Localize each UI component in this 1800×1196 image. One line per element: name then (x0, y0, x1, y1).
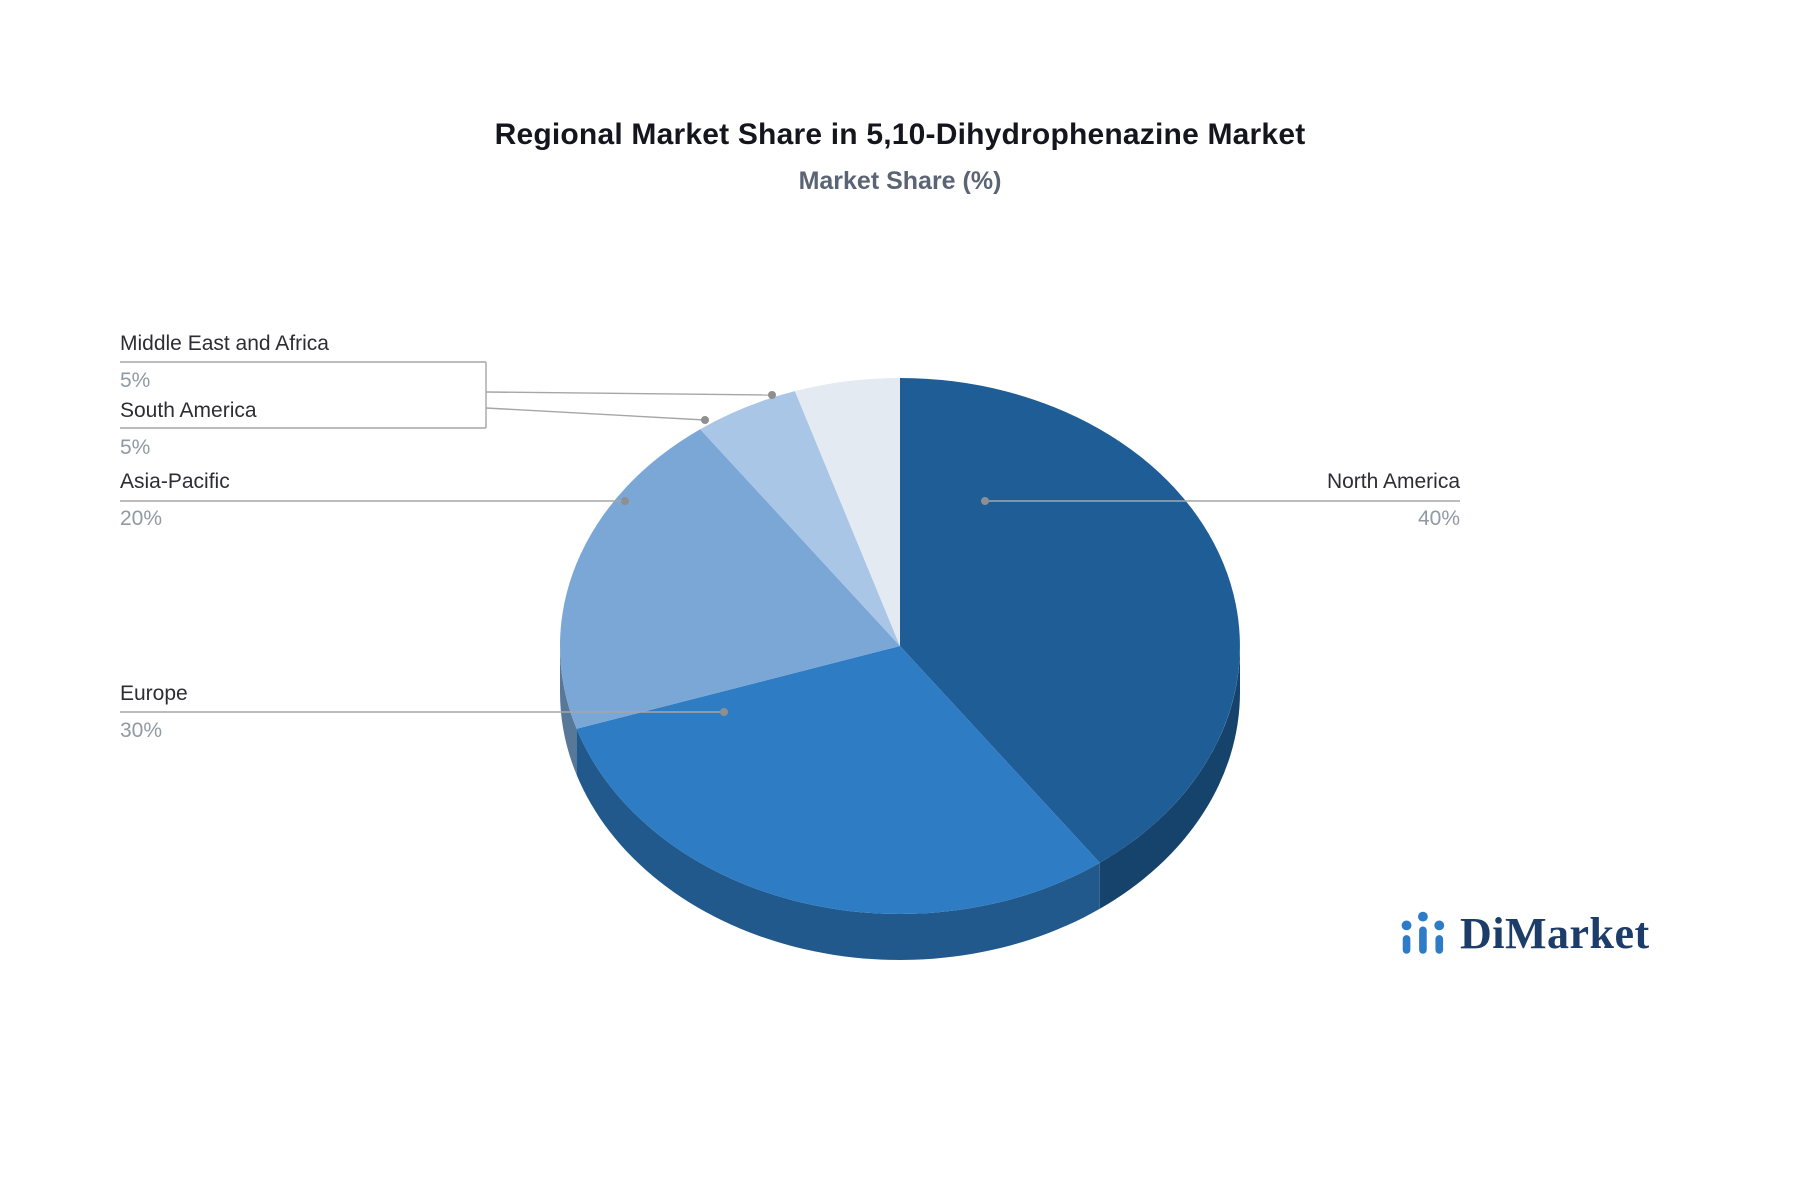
value-north-america: 40% (1417, 507, 1460, 530)
label-asia-pacific: Asia-Pacific (120, 470, 230, 493)
pie-slice-1 (576, 646, 1100, 914)
leader-dot-asia-pacific (621, 497, 629, 505)
brand-icon-bars (1401, 911, 1445, 954)
chart-subtitle: Market Share (%) (798, 167, 1002, 195)
brand-name: DiMarket (1460, 908, 1650, 958)
pie-slice-4 (794, 378, 900, 646)
label-south-america: South America (120, 399, 257, 422)
pie-slice-sides (559, 646, 1240, 960)
brand-chart-icon (1401, 911, 1445, 954)
label-north-america: North America (1326, 470, 1460, 493)
value-south-america: 5% (120, 436, 151, 459)
pie-slice-side-0 (1099, 646, 1240, 909)
chart-title: Regional Market Share in 5,10-Dihydrophe… (494, 118, 1306, 151)
leader-dot-europe (720, 708, 728, 716)
leader-line-middle-east (485, 391, 773, 396)
leader-line-south-america (485, 407, 706, 421)
pie-slice-side-2 (559, 646, 577, 775)
leader-dot-south-america (701, 416, 709, 424)
pie-slice-side-1 (576, 728, 1100, 960)
leader-dot-north-america (981, 497, 989, 505)
pie-slice-2 (559, 429, 900, 729)
value-middle-east-and-africa: 5% (120, 369, 151, 392)
leader-dots (621, 391, 989, 716)
value-asia-pacific: 20% (120, 507, 163, 530)
brand-logo: DiMarket (1400, 902, 1650, 964)
label-middle-east-and-africa: Middle East and Africa (120, 332, 329, 355)
label-europe: Europe (120, 682, 188, 705)
value-europe: 30% (120, 719, 163, 742)
pie-slices (559, 378, 1240, 914)
pie-slice-3 (700, 391, 900, 646)
leader-lines (120, 361, 1460, 713)
leader-dot-middle-east (768, 391, 776, 399)
